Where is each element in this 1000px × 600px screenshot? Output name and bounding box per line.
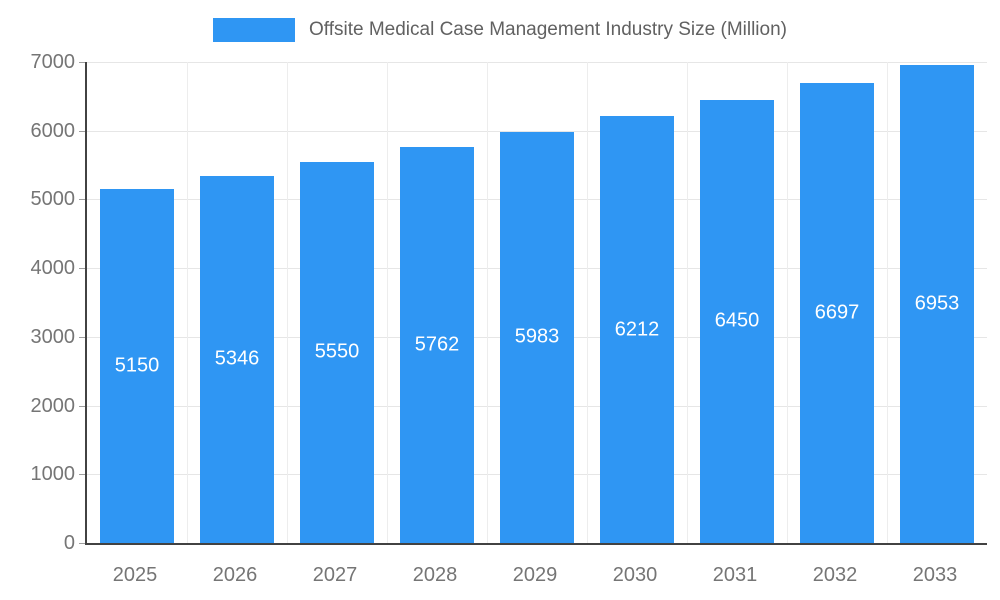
y-tick-mark xyxy=(79,62,85,63)
gridline-vertical xyxy=(187,62,188,543)
bar-value-label: 5346 xyxy=(214,347,260,370)
chart-title: Offsite Medical Case Management Industry… xyxy=(308,19,787,40)
x-tick-label: 2025 xyxy=(112,564,158,586)
x-tick-label: 2031 xyxy=(712,564,758,586)
bar-2027: 5550 xyxy=(300,161,374,543)
bar-2033: 6953 xyxy=(900,65,974,543)
legend-swatch xyxy=(212,18,295,42)
y-tick-mark xyxy=(79,474,85,476)
y-tick-label: 1000 xyxy=(30,463,76,486)
bar-value-label: 6212 xyxy=(614,318,660,341)
bar-value-label: 6953 xyxy=(914,292,960,315)
x-tick-label: 2028 xyxy=(412,564,458,586)
gridline-horizontal xyxy=(87,130,987,132)
x-tick-label: 2029 xyxy=(512,564,558,586)
y-tick-label: 7000 xyxy=(30,51,76,73)
gridline-horizontal xyxy=(87,62,987,63)
bar-2031: 6450 xyxy=(700,99,774,543)
bar-2032: 6697 xyxy=(800,82,874,543)
y-tick-mark xyxy=(79,268,85,270)
bar-2025: 5150 xyxy=(100,189,174,543)
y-tick-label: 5000 xyxy=(30,188,76,211)
bar-2026: 5346 xyxy=(200,175,274,543)
y-tick-mark xyxy=(79,336,85,338)
bar-2030: 6212 xyxy=(600,116,674,543)
gridline-vertical xyxy=(787,62,788,543)
bar-value-label: 5983 xyxy=(514,325,560,348)
x-tick-label: 2027 xyxy=(312,564,358,586)
gridline-vertical xyxy=(887,62,888,543)
y-tick-label: 6000 xyxy=(30,119,76,142)
gridline-vertical xyxy=(387,62,388,543)
y-tick-mark xyxy=(79,543,85,544)
y-tick-label: 0 xyxy=(63,532,75,554)
plot-area: 5150 5346 5550 5762 5983 6212 6450 6697 6953 xyxy=(85,62,987,545)
y-tick-mark xyxy=(79,130,85,132)
bar-value-label: 5762 xyxy=(414,333,460,356)
y-tick-mark xyxy=(79,199,85,201)
gridline-vertical xyxy=(287,62,288,543)
y-tick-label: 2000 xyxy=(30,394,76,417)
x-tick-label: 2030 xyxy=(612,564,658,586)
bar-value-label: 5550 xyxy=(314,340,360,363)
bar-2028: 5762 xyxy=(400,147,474,543)
bar-2029: 5983 xyxy=(500,131,574,543)
gridline-vertical xyxy=(587,62,588,543)
gridline-vertical xyxy=(487,62,488,543)
x-tick-label: 2033 xyxy=(912,564,958,586)
gridline-vertical xyxy=(687,62,688,543)
y-tick-mark xyxy=(79,405,85,407)
y-tick-label: 4000 xyxy=(30,257,76,280)
x-tick-label: 2032 xyxy=(812,564,858,586)
chart-legend: Offsite Medical Case Management Industry… xyxy=(0,17,1000,43)
bar-value-label: 5150 xyxy=(114,354,160,377)
bar-value-label: 6450 xyxy=(714,309,760,332)
bar-value-label: 6697 xyxy=(814,301,860,324)
y-tick-label: 3000 xyxy=(30,325,76,348)
x-tick-label: 2026 xyxy=(212,564,258,586)
